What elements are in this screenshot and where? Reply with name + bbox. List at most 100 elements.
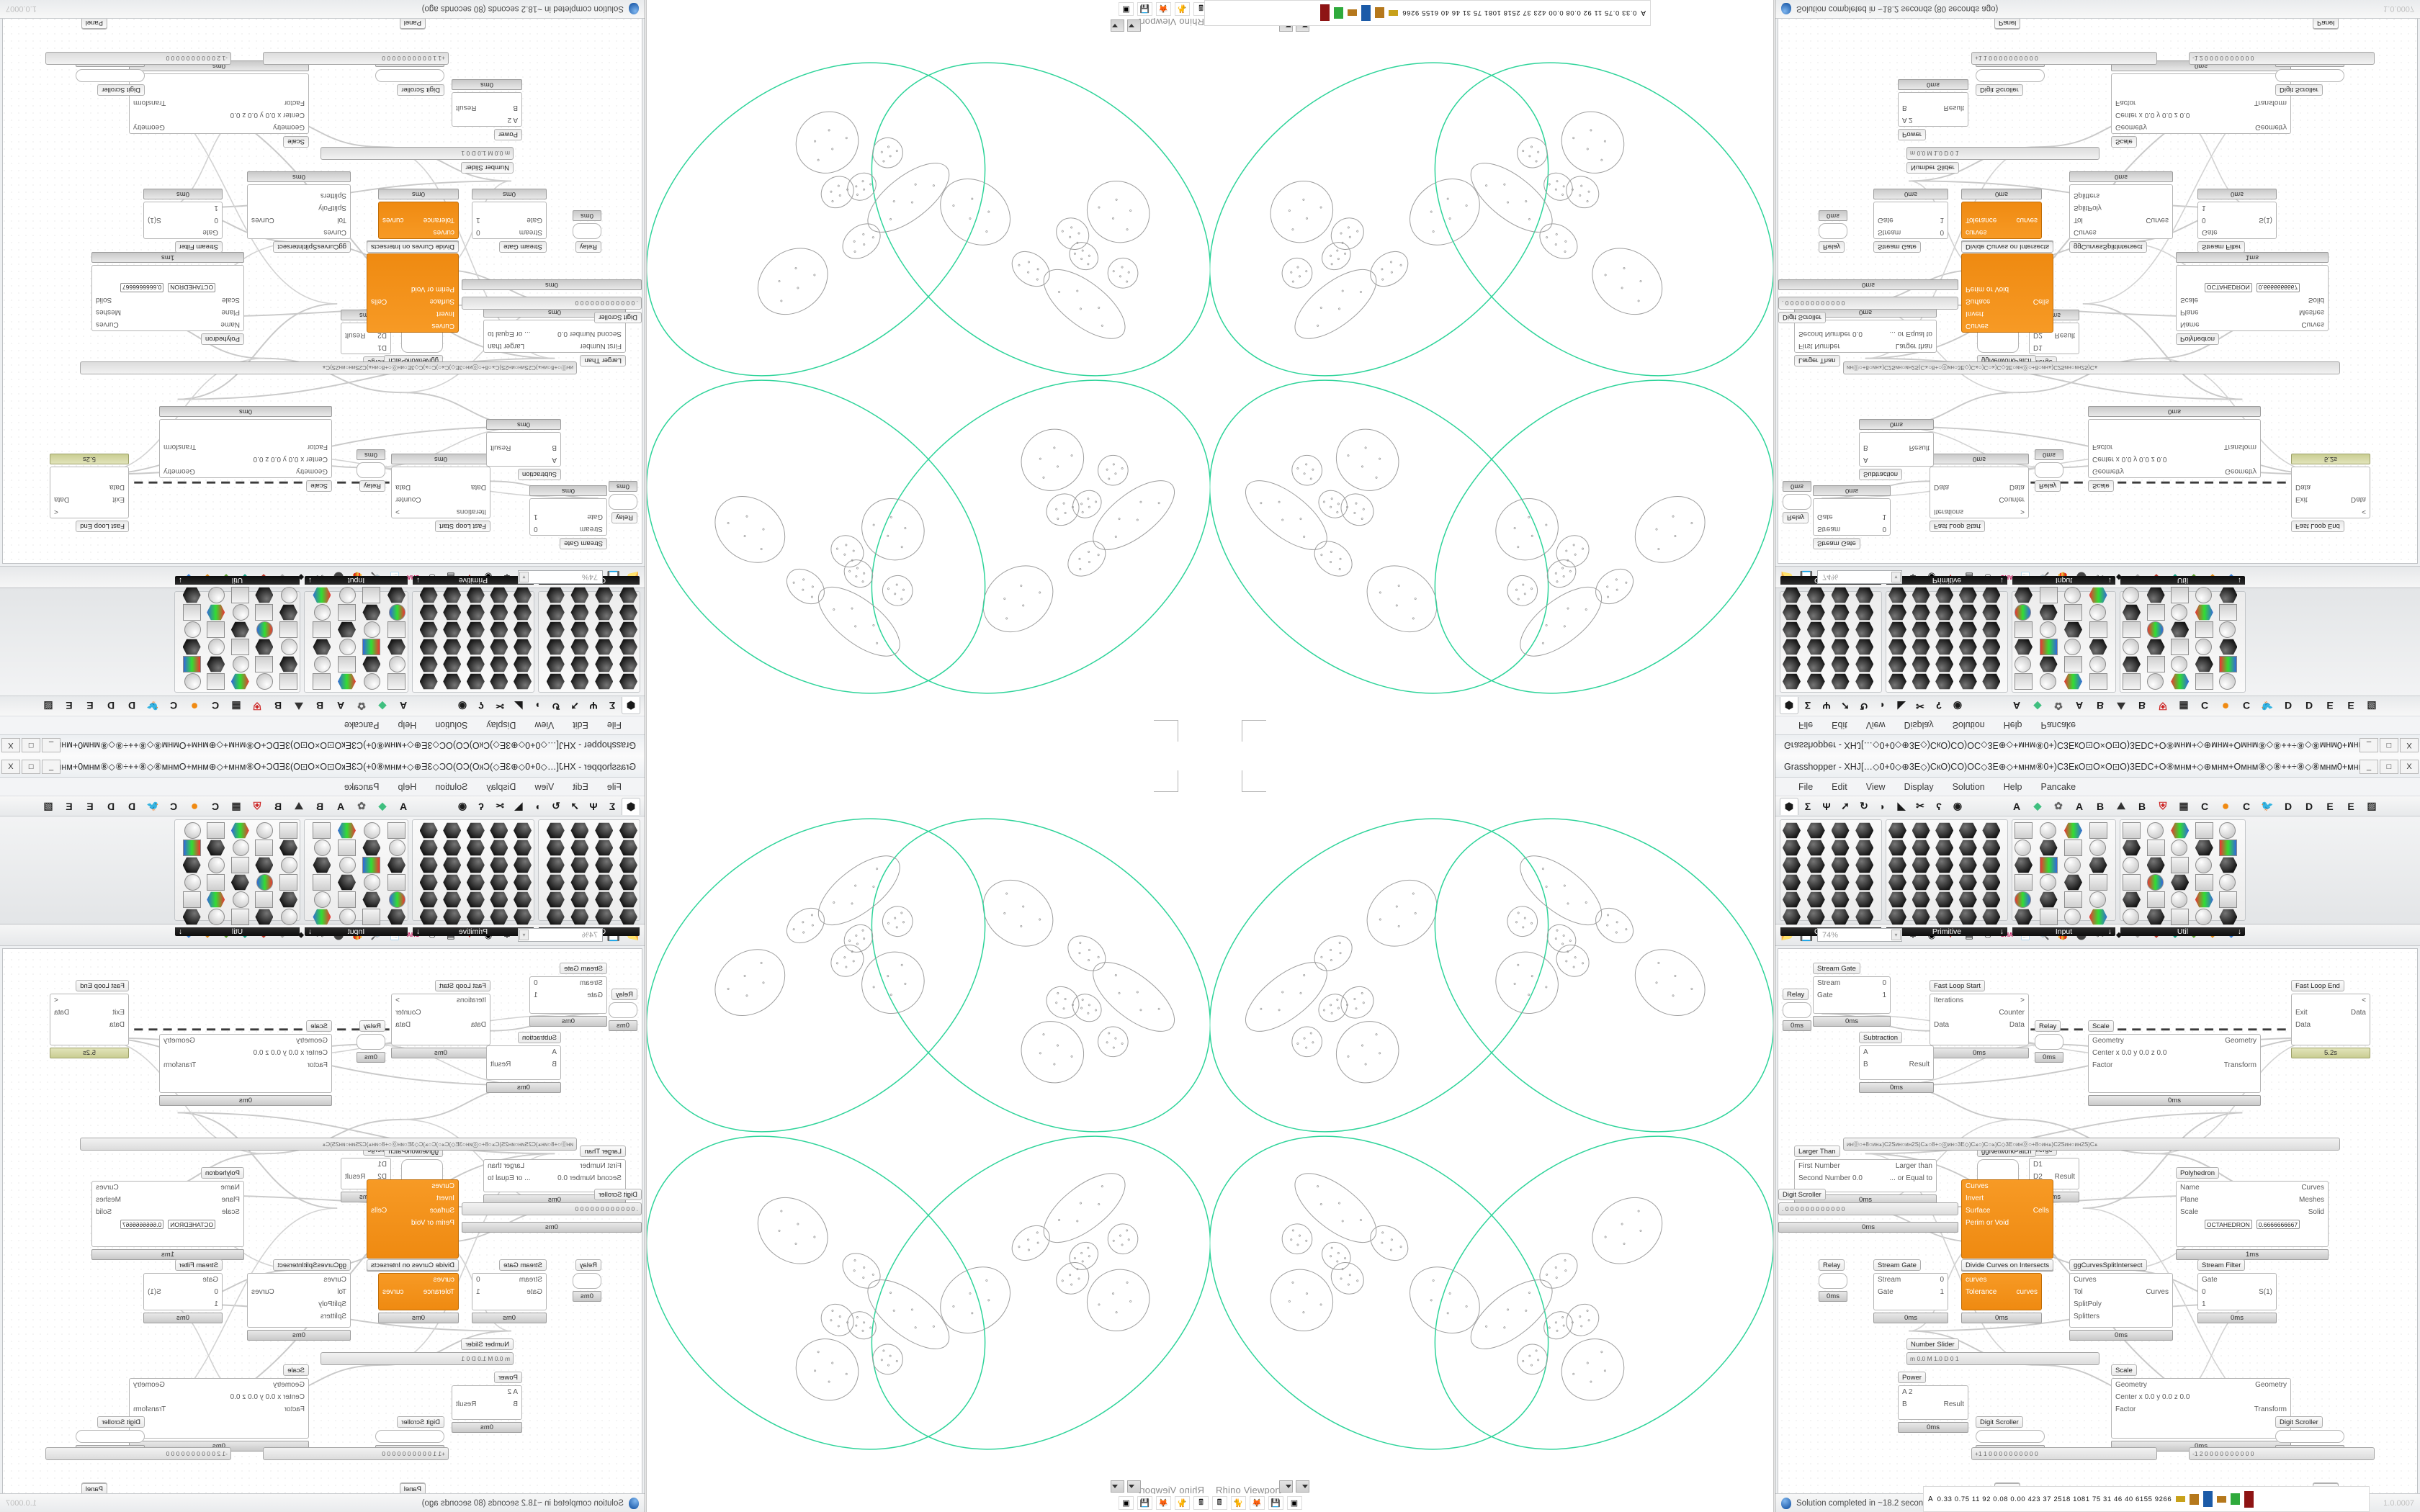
- param-in-label[interactable]: Tol: [2074, 216, 2083, 224]
- param-out-label[interactable]: Result: [456, 1400, 477, 1408]
- param-in-label[interactable]: Exit: [112, 1009, 125, 1017]
- ribbon-tab-grid-8[interactable]: ▦: [231, 701, 241, 712]
- component-button[interactable]: [387, 857, 405, 873]
- component-button[interactable]: [619, 639, 637, 655]
- param-out-label[interactable]: Transform: [133, 99, 166, 107]
- relay-node[interactable]: [2275, 1430, 2344, 1443]
- ribbon-tab-grid-8[interactable]: ▦: [2179, 800, 2189, 811]
- component-button[interactable]: [2171, 857, 2190, 873]
- component-button[interactable]: [1855, 840, 1874, 856]
- component-button[interactable]: [1807, 639, 1825, 655]
- component-button[interactable]: [1982, 822, 2001, 839]
- ribbon-tab-a-0[interactable]: A: [399, 700, 408, 712]
- component-button[interactable]: [490, 909, 508, 925]
- component-button[interactable]: [207, 874, 225, 891]
- param-in-label[interactable]: Geometry: [2115, 1381, 2147, 1389]
- component-button[interactable]: [1912, 587, 1930, 603]
- component-button[interactable]: [389, 604, 405, 621]
- ribbon-tab-curve-tab[interactable]: ↻: [1860, 701, 1868, 712]
- number-slider[interactable]: m 0.0 M 1.0 D 0 1: [321, 1352, 514, 1365]
- param-in-label[interactable]: Tolerance: [423, 216, 454, 224]
- component-button[interactable]: [1807, 621, 1825, 638]
- ribbon-tab-upsilon-tab[interactable]: Ψ: [589, 800, 598, 812]
- param-in-label[interactable]: Tolerance: [1966, 216, 1997, 224]
- param-in-label[interactable]: First Number: [1798, 1162, 1840, 1170]
- param-in-label[interactable]: SplitPoly: [318, 1300, 346, 1308]
- component-button[interactable]: [279, 840, 297, 856]
- component-button[interactable]: [2171, 587, 2190, 603]
- ribbon-tab-cross-tab[interactable]: ✂: [496, 800, 504, 811]
- component-button[interactable]: [443, 857, 461, 873]
- gh-component[interactable]: Geometry Geometry Center x 0.0 y 0.0 z 0.0…: [2088, 419, 2261, 478]
- param-out-label[interactable]: curves: [2016, 1288, 2038, 1296]
- component-button[interactable]: [2171, 604, 2188, 621]
- component-button[interactable]: [231, 621, 249, 638]
- param-out-label[interactable]: Larger than: [1895, 1162, 1932, 1170]
- param-in-label[interactable]: Tol: [337, 1288, 346, 1296]
- component-button[interactable]: [514, 909, 532, 925]
- ribbon-tab-e-15[interactable]: E: [2326, 800, 2334, 812]
- component-button[interactable]: [467, 822, 485, 839]
- component-button[interactable]: [1855, 891, 1874, 908]
- param-in-label[interactable]: Scale: [221, 1208, 240, 1216]
- menu-item-pancake[interactable]: Pancake: [2040, 781, 2076, 792]
- component-button[interactable]: [2089, 891, 2106, 908]
- param-out-label[interactable]: Result: [490, 444, 511, 451]
- param-in-label[interactable]: Second Number 0.0: [557, 330, 622, 338]
- param-out-label[interactable]: Curves: [96, 1184, 119, 1192]
- component-button[interactable]: [1888, 673, 1906, 690]
- component-button[interactable]: [207, 673, 225, 690]
- param-out-label[interactable]: Solid: [2308, 1208, 2324, 1216]
- ribbon-tab-cone-tab[interactable]: ◣: [1897, 800, 1906, 811]
- gh-canvas[interactable]: Stream Gate Stream 0 Gate 1 0ms Relay 0ms Fast L…: [2, 17, 642, 564]
- component-button[interactable]: [2123, 673, 2141, 690]
- gh-component[interactable]: < Exit Data Data: [2291, 467, 2370, 518]
- param-in-label[interactable]: Gate: [587, 513, 603, 521]
- param-out-label[interactable]: Cells: [371, 1207, 387, 1215]
- component-button[interactable]: [2089, 857, 2107, 873]
- component-button[interactable]: [1888, 656, 1906, 672]
- param-in-label[interactable]: D1: [2033, 1161, 2043, 1169]
- param-out-label[interactable]: >: [395, 508, 400, 516]
- gh-component[interactable]: Iterations > Counter Data Data: [391, 467, 490, 518]
- param-out-label[interactable]: 1: [534, 513, 538, 521]
- ribbon-tab-dot-10[interactable]: ●: [190, 699, 199, 714]
- param-out-label[interactable]: Data: [54, 495, 70, 503]
- component-button[interactable]: [1912, 822, 1930, 839]
- component-button[interactable]: [467, 874, 485, 891]
- param-out-label[interactable]: <: [2362, 508, 2366, 516]
- component-button[interactable]: [571, 604, 589, 621]
- component-button[interactable]: [314, 656, 331, 672]
- component-button[interactable]: [313, 639, 331, 655]
- param-out-label[interactable]: Result: [1943, 104, 1964, 112]
- relay-node[interactable]: [1976, 69, 2045, 82]
- param-in-label[interactable]: Gate: [1878, 1288, 1894, 1296]
- component-button[interactable]: [467, 857, 485, 873]
- viewport-menu-arrow-1[interactable]: [1279, 1480, 1293, 1493]
- param-in-label[interactable]: curves: [433, 1276, 454, 1284]
- component-button[interactable]: [420, 604, 438, 621]
- gh-component[interactable]: Geometry Geometry Center x 0.0 y 0.0 z 0.0…: [159, 419, 332, 478]
- gh-canvas-surface[interactable]: Stream Gate Stream 0 Gate 1 0ms Relay 0ms Fast L…: [1778, 17, 2418, 563]
- gh-component[interactable]: Gate 0 S(1) 1: [143, 1273, 223, 1310]
- component-button[interactable]: [183, 857, 201, 873]
- component-button[interactable]: [514, 822, 532, 839]
- component-button[interactable]: [1783, 909, 1801, 925]
- component-button[interactable]: [1888, 621, 1906, 638]
- param-in-label[interactable]: Plane: [2180, 308, 2199, 316]
- component-button[interactable]: [420, 822, 438, 839]
- component-button[interactable]: [2015, 656, 2031, 672]
- component-button[interactable]: [2123, 840, 2141, 856]
- gh-component[interactable]: Stream 0 Gate 1: [1813, 498, 1891, 536]
- zoom-level-input[interactable]: 74% ▾: [1817, 570, 1902, 584]
- component-button[interactable]: [183, 639, 201, 655]
- param-in-label[interactable]: Gate: [526, 216, 542, 224]
- component-button[interactable]: [255, 587, 273, 603]
- ribbon-tab-c-11[interactable]: C: [2242, 700, 2251, 712]
- param-out-label[interactable]: Geometry: [2255, 123, 2287, 131]
- component-button[interactable]: [232, 656, 249, 672]
- component-button[interactable]: [338, 673, 356, 690]
- component-button[interactable]: [595, 909, 613, 925]
- component-button[interactable]: [2064, 857, 2081, 873]
- gh-component[interactable]: First Number Larger than Second Number 0.0…: [1794, 320, 1937, 353]
